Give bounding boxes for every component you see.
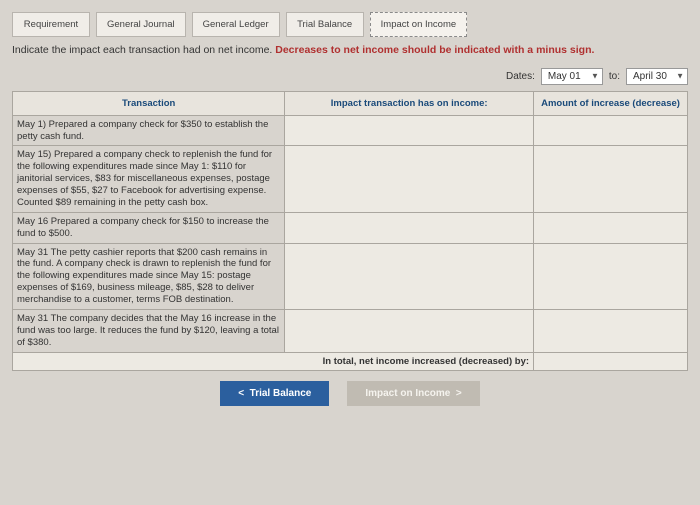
- tab-requirement[interactable]: Requirement: [12, 12, 90, 37]
- transaction-cell: May 1) Prepared a company check for $350…: [13, 115, 285, 146]
- date-from-value: May 01: [548, 71, 581, 82]
- amount-cell[interactable]: [534, 309, 688, 352]
- impact-cell[interactable]: [285, 115, 534, 146]
- amount-cell[interactable]: [534, 243, 688, 309]
- amount-cell[interactable]: [534, 212, 688, 243]
- table-row: May 1) Prepared a company check for $350…: [13, 115, 688, 146]
- transaction-cell: May 16 Prepared a company check for $150…: [13, 212, 285, 243]
- table-row: May 15) Prepared a company check to repl…: [13, 146, 688, 212]
- total-label: In total, net income increased (decrease…: [13, 352, 534, 371]
- impact-cell[interactable]: [285, 243, 534, 309]
- transaction-cell: May 15) Prepared a company check to repl…: [13, 146, 285, 212]
- col-header-impact: Impact transaction has on income:: [285, 91, 534, 115]
- chevron-right-icon: >: [456, 388, 462, 399]
- next-button-label: Impact on Income: [365, 388, 450, 399]
- prev-button-label: Trial Balance: [250, 388, 312, 399]
- dates-row: Dates: May 01 ▼ to: April 30 ▼: [12, 68, 688, 85]
- date-from-select[interactable]: May 01 ▼: [541, 68, 603, 85]
- tab-bar: Requirement General Journal General Ledg…: [12, 12, 688, 37]
- transaction-cell: May 31 The company decides that the May …: [13, 309, 285, 352]
- amount-cell[interactable]: [534, 146, 688, 212]
- tab-general-ledger[interactable]: General Ledger: [192, 12, 280, 37]
- impact-cell[interactable]: [285, 146, 534, 212]
- chevron-down-icon: ▼: [591, 72, 599, 81]
- tab-impact-on-income[interactable]: Impact on Income: [370, 12, 468, 37]
- instruction-plain: Indicate the impact each transaction had…: [12, 44, 275, 56]
- chevron-down-icon: ▼: [676, 72, 684, 81]
- dates-label: Dates:: [506, 71, 535, 82]
- col-header-transaction: Transaction: [13, 91, 285, 115]
- prev-button[interactable]: < Trial Balance: [220, 381, 329, 406]
- tab-general-journal[interactable]: General Journal: [96, 12, 186, 37]
- date-to-select[interactable]: April 30 ▼: [626, 68, 688, 85]
- table-row: May 31 The petty cashier reports that $2…: [13, 243, 688, 309]
- table-row: May 31 The company decides that the May …: [13, 309, 688, 352]
- tab-trial-balance[interactable]: Trial Balance: [286, 12, 364, 37]
- transaction-cell: May 31 The petty cashier reports that $2…: [13, 243, 285, 309]
- nav-buttons: < Trial Balance Impact on Income >: [12, 381, 688, 406]
- instruction-emphasis: Decreases to net income should be indica…: [275, 44, 594, 56]
- date-to-value: April 30: [633, 71, 667, 82]
- impact-table: Transaction Impact transaction has on in…: [12, 91, 688, 372]
- impact-cell[interactable]: [285, 309, 534, 352]
- next-button[interactable]: Impact on Income >: [347, 381, 479, 406]
- chevron-left-icon: <: [238, 388, 244, 399]
- instruction-text: Indicate the impact each transaction had…: [12, 43, 688, 58]
- table-row: May 16 Prepared a company check for $150…: [13, 212, 688, 243]
- dates-to-label: to:: [609, 71, 620, 82]
- total-row: In total, net income increased (decrease…: [13, 352, 688, 371]
- total-input[interactable]: [534, 352, 688, 371]
- amount-cell[interactable]: [534, 115, 688, 146]
- impact-cell[interactable]: [285, 212, 534, 243]
- col-header-amount: Amount of increase (decrease): [534, 91, 688, 115]
